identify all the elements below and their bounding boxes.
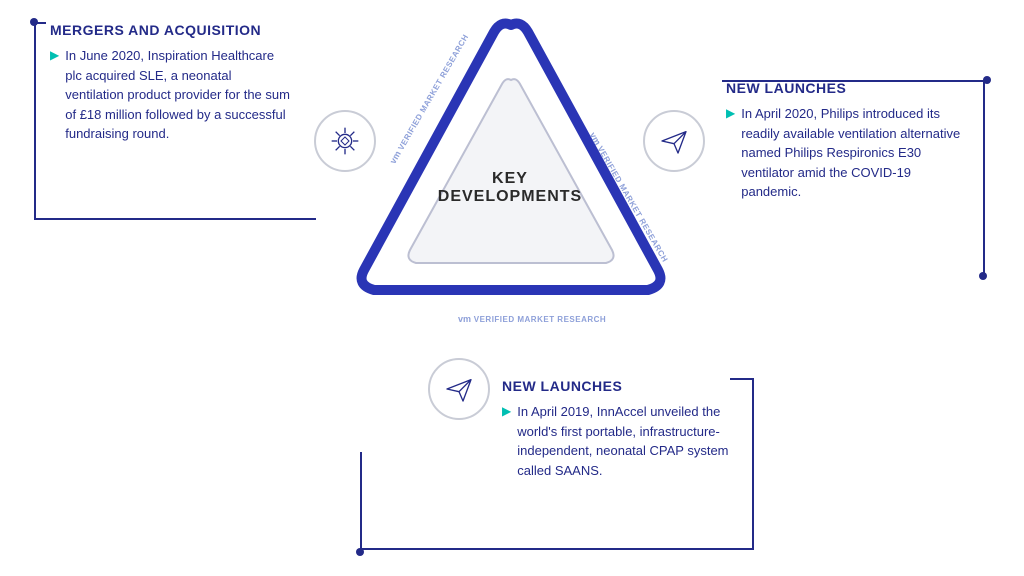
section-title: NEW LAUNCHES bbox=[502, 378, 732, 394]
section-mergers: MERGERS AND ACQUISITION ▶ In June 2020, … bbox=[50, 22, 290, 144]
bullet-icon: ▶ bbox=[502, 402, 511, 480]
section-title: NEW LAUNCHES bbox=[726, 80, 966, 96]
connector-line bbox=[983, 80, 985, 276]
plane-icon bbox=[443, 373, 475, 405]
plane-icon-circle-bottom bbox=[428, 358, 490, 420]
infographic-root: KEY DEVELOPMENTS vm VERIFIED MARKET RESE… bbox=[0, 0, 1024, 576]
gear-icon-circle bbox=[314, 110, 376, 172]
section-body: In June 2020, Inspiration Healthcare plc… bbox=[65, 46, 290, 144]
section-title: MERGERS AND ACQUISITION bbox=[50, 22, 290, 38]
connector-line bbox=[730, 378, 754, 380]
section-body: In April 2020, Philips introduced its re… bbox=[741, 104, 966, 202]
connector-line bbox=[752, 378, 754, 550]
bullet-icon: ▶ bbox=[726, 104, 735, 202]
center-title: KEY DEVELOPMENTS bbox=[420, 170, 600, 206]
plane-icon bbox=[658, 125, 690, 157]
watermark-bottom: vm VERIFIED MARKET RESEARCH bbox=[458, 314, 606, 324]
connector-line bbox=[722, 80, 984, 82]
plane-icon-circle-right bbox=[643, 110, 705, 172]
connector-line bbox=[34, 22, 36, 220]
section-launches-philips: NEW LAUNCHES ▶ In April 2020, Philips in… bbox=[726, 80, 966, 202]
section-launches-innaccel: NEW LAUNCHES ▶ In April 2019, InnAccel u… bbox=[502, 378, 732, 480]
connector-dot bbox=[979, 272, 987, 280]
bullet-icon: ▶ bbox=[50, 46, 59, 144]
gear-icon bbox=[329, 125, 361, 157]
connector-line bbox=[360, 452, 362, 552]
section-body: In April 2019, InnAccel unveiled the wor… bbox=[517, 402, 732, 480]
connector-line bbox=[360, 548, 754, 550]
triangle-diagram bbox=[336, 0, 686, 330]
connector-line bbox=[34, 218, 316, 220]
